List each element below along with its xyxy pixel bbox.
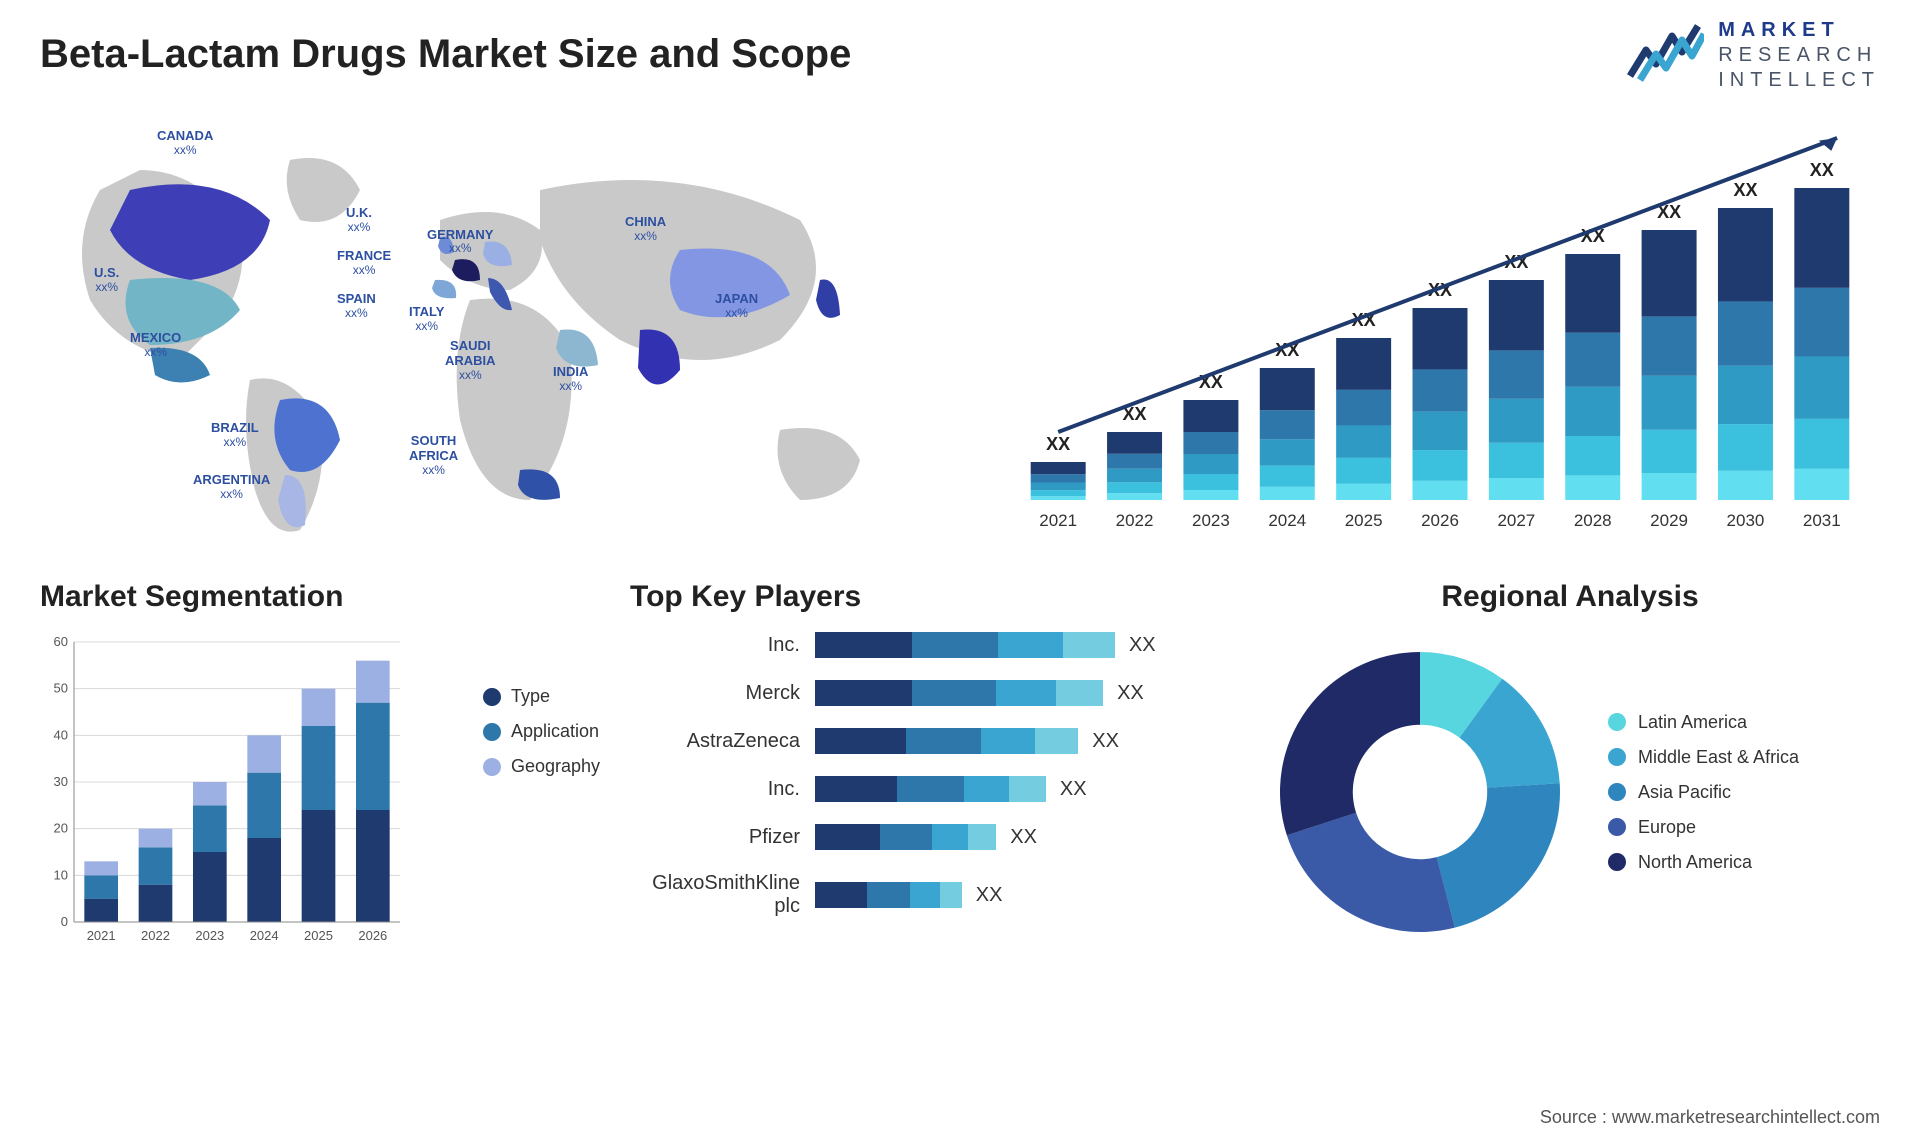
svg-text:2023: 2023 xyxy=(1192,511,1230,530)
player-bar xyxy=(815,680,1103,706)
logo-line2: RESEARCH xyxy=(1718,43,1880,68)
player-bar xyxy=(815,632,1115,658)
player-name: Inc. xyxy=(630,778,815,801)
regional-title: Regional Analysis xyxy=(1260,580,1880,614)
svg-text:2031: 2031 xyxy=(1803,511,1841,530)
svg-text:20: 20 xyxy=(54,821,68,836)
map-label-uk: U.K.xx% xyxy=(346,206,372,235)
players-section: Top Key Players Inc.XXMerckXXAstraZeneca… xyxy=(630,580,1230,1060)
player-name: Pfizer xyxy=(630,826,815,849)
seg-legend-item: Type xyxy=(483,686,600,707)
svg-text:2029: 2029 xyxy=(1650,511,1688,530)
map-label-spain: SPAINxx% xyxy=(337,292,376,321)
segmentation-svg: 0 10 20 30 40 50 60 2021 2022 2023 2024 2025 2026 xyxy=(40,632,410,952)
region-legend-item: Middle East & Africa xyxy=(1608,747,1799,768)
svg-text:2024: 2024 xyxy=(1268,511,1306,530)
regional-donut xyxy=(1260,632,1580,952)
source-text: Source : www.marketresearchintellect.com xyxy=(1540,1107,1880,1128)
player-bar xyxy=(815,728,1078,754)
player-row: Inc. XX xyxy=(630,776,1230,802)
player-row: Pfizer XX xyxy=(630,824,1230,850)
map-label-japan: JAPANxx% xyxy=(715,292,758,321)
player-value: XX xyxy=(1117,682,1144,705)
player-value: XX xyxy=(1060,778,1087,801)
player-row: GlaxoSmithKline plc XX xyxy=(630,872,1230,918)
player-name: AstraZeneca xyxy=(630,730,815,753)
seg-legend-item: Geography xyxy=(483,756,600,777)
svg-text:XX: XX xyxy=(1733,180,1757,200)
svg-text:2021: 2021 xyxy=(1039,511,1077,530)
map-label-brazil: BRAZILxx% xyxy=(211,421,259,450)
growth-svg: XX2021XX2022XX2023XX2024XX2025XX2026XX20… xyxy=(980,120,1880,550)
region-legend-item: Europe xyxy=(1608,817,1799,838)
seg-legend-item: Application xyxy=(483,721,600,742)
map-label-china: CHINAxx% xyxy=(625,215,666,244)
logo-line1: MARKET xyxy=(1718,18,1880,43)
region-legend-item: Latin America xyxy=(1608,712,1799,733)
player-bar xyxy=(815,776,1046,802)
svg-text:2022: 2022 xyxy=(1116,511,1154,530)
player-bar xyxy=(815,882,962,908)
region-legend-item: North America xyxy=(1608,852,1799,873)
player-name: Merck xyxy=(630,682,815,705)
svg-text:2025: 2025 xyxy=(1345,511,1383,530)
logo-line3: INTELLECT xyxy=(1718,68,1880,93)
svg-text:40: 40 xyxy=(54,727,68,742)
svg-text:XX: XX xyxy=(1046,434,1070,454)
map-label-southafrica: SOUTHAFRICAxx% xyxy=(409,434,458,478)
growth-chart: XX2021XX2022XX2023XX2024XX2025XX2026XX20… xyxy=(980,120,1880,550)
svg-text:0: 0 xyxy=(61,914,68,929)
region-legend-item: Asia Pacific xyxy=(1608,782,1799,803)
svg-text:50: 50 xyxy=(54,681,68,696)
svg-text:2028: 2028 xyxy=(1574,511,1612,530)
svg-text:2023: 2023 xyxy=(195,928,224,943)
player-bar xyxy=(815,824,996,850)
player-row: Inc. XX xyxy=(630,632,1230,658)
svg-text:2025: 2025 xyxy=(304,928,333,943)
map-label-argentina: ARGENTINAxx% xyxy=(193,473,270,502)
svg-text:2027: 2027 xyxy=(1497,511,1535,530)
player-value: XX xyxy=(1092,730,1119,753)
logo: MARKET RESEARCH INTELLECT xyxy=(1626,18,1880,93)
regional-legend: Latin America Middle East & Africa Asia Pa… xyxy=(1608,698,1799,887)
svg-text:30: 30 xyxy=(54,774,68,789)
player-row: Merck XX xyxy=(630,680,1230,706)
player-row: AstraZeneca XX xyxy=(630,728,1230,754)
player-value: XX xyxy=(976,884,1003,907)
segmentation-title: Market Segmentation xyxy=(40,580,600,614)
players-title: Top Key Players xyxy=(630,580,1230,614)
regional-section: Regional Analysis Latin America Middle Ea… xyxy=(1260,580,1880,1060)
map-label-germany: GERMANYxx% xyxy=(427,228,493,257)
svg-text:60: 60 xyxy=(54,634,68,649)
player-name: Inc. xyxy=(630,634,815,657)
map-label-italy: ITALYxx% xyxy=(409,305,444,334)
map-label-us: U.S.xx% xyxy=(94,266,119,295)
svg-text:2021: 2021 xyxy=(87,928,116,943)
map-label-india: INDIAxx% xyxy=(553,365,588,394)
svg-text:2026: 2026 xyxy=(358,928,387,943)
player-value: XX xyxy=(1010,826,1037,849)
player-value: XX xyxy=(1129,634,1156,657)
map-label-france: FRANCExx% xyxy=(337,249,391,278)
logo-icon xyxy=(1626,24,1704,88)
segmentation-legend: Type Application Geography xyxy=(483,672,600,791)
map-label-mexico: MEXICOxx% xyxy=(130,331,181,360)
svg-text:10: 10 xyxy=(54,867,68,882)
world-map: CANADAxx% U.S.xx% MEXICOxx% U.K.xx% FRANCExx… xyxy=(40,120,940,550)
svg-text:2024: 2024 xyxy=(250,928,279,943)
map-label-canada: CANADAxx% xyxy=(157,129,213,158)
svg-text:2026: 2026 xyxy=(1421,511,1459,530)
player-name: GlaxoSmithKline plc xyxy=(630,872,815,918)
map-label-saudi: SAUDIARABIAxx% xyxy=(445,339,496,383)
page-title: Beta-Lactam Drugs Market Size and Scope xyxy=(40,32,851,77)
svg-text:2030: 2030 xyxy=(1727,511,1765,530)
segmentation-section: Market Segmentation 0 10 20 30 40 50 60 2021 20… xyxy=(40,580,600,1060)
players-list: Inc. XX Merck XX AstraZeneca XX Inc. XX Pfizer XX… xyxy=(630,632,1230,918)
svg-text:2022: 2022 xyxy=(141,928,170,943)
svg-text:XX: XX xyxy=(1810,160,1834,180)
